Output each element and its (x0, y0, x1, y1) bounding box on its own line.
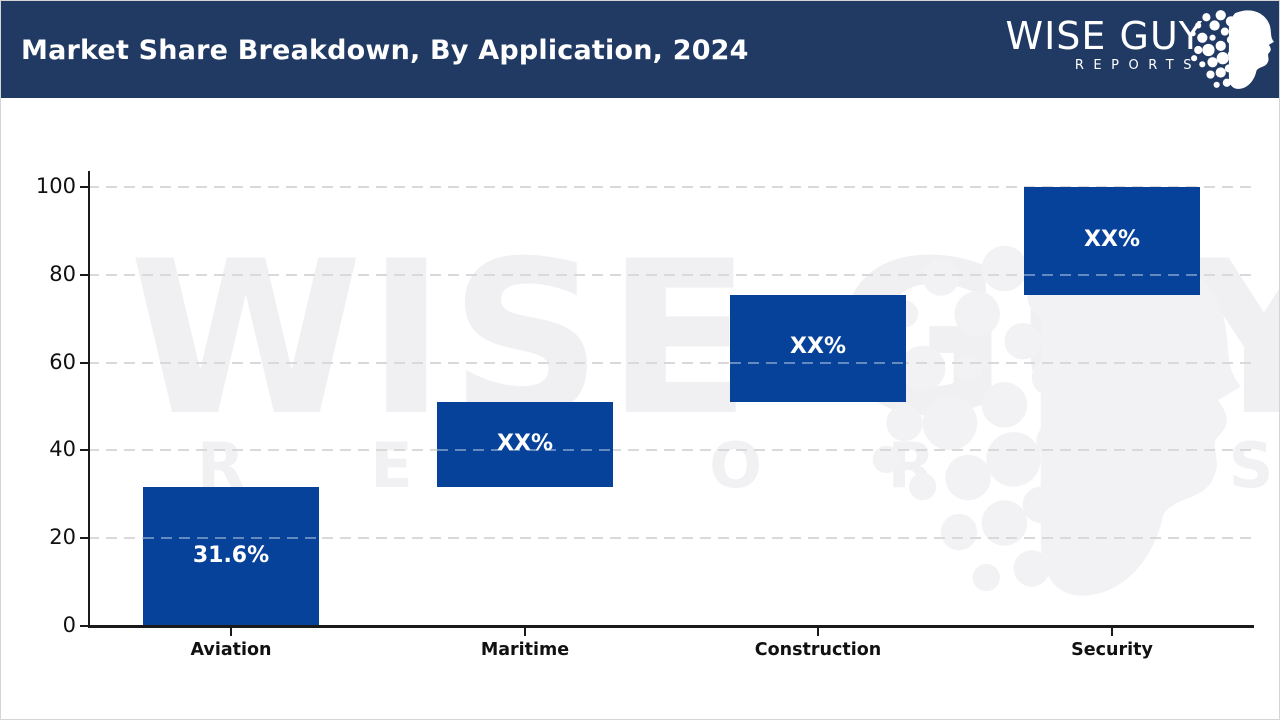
bar-value-label-aviation: 31.6% (192, 542, 270, 568)
x-tick-construction (817, 628, 819, 636)
y-tick-0 (80, 625, 88, 627)
y-tick-80 (80, 273, 88, 276)
brand-logo: WISE GUY REPORTS (1006, 15, 1203, 73)
y-axis-spine (88, 171, 90, 628)
y-gridline-20 (88, 537, 1254, 540)
brand-logo-wordmark: WISE GUY (1005, 14, 1203, 58)
bar-gridline-overlay (143, 537, 319, 540)
bar-value-label-maritime: XX% (497, 430, 553, 456)
header-band: Market Share Breakdown, By Application, … (1, 1, 1279, 98)
y-tick-40 (80, 449, 88, 452)
y-tick-label-20: 20 (49, 525, 76, 550)
bar-aviation: 31.6% (143, 487, 319, 626)
y-tick-20 (80, 537, 88, 540)
bar-gridline-overlay (437, 449, 613, 452)
bar-construction: XX% (730, 294, 906, 403)
bar-value-label-security: XX% (1084, 226, 1140, 252)
bar-gridline-overlay (1024, 273, 1200, 276)
x-tick-maritime (524, 628, 526, 636)
bar-maritime: XX% (437, 402, 613, 488)
y-tick-label-80: 80 (49, 261, 76, 286)
brand-logo-subtitle: REPORTS (1074, 58, 1201, 73)
x-category-label-maritime: Maritime (480, 640, 570, 660)
x-tick-aviation (230, 628, 232, 636)
y-gridline-100 (88, 186, 1254, 188)
x-category-label-construction: Construction (754, 640, 882, 660)
x-tick-security (1111, 628, 1113, 636)
bar-gridline-overlay (730, 361, 906, 364)
y-tick-label-0: 0 (62, 613, 76, 637)
y-tick-label-100: 100 (35, 174, 76, 198)
bar-value-label-construction: XX% (790, 334, 846, 360)
y-tick-label-40: 40 (49, 437, 76, 462)
x-category-label-security: Security (1071, 640, 1153, 660)
y-gridline-40 (88, 449, 1254, 452)
chart-title: Market Share Breakdown, By Application, … (21, 35, 749, 66)
brand-head-icon (1190, 10, 1274, 89)
y-gridline-60 (88, 361, 1254, 364)
y-gridline-80 (88, 273, 1254, 276)
y-tick-label-60: 60 (49, 349, 76, 374)
bar-security: XX% (1024, 187, 1200, 295)
y-tick-100 (80, 186, 88, 188)
x-category-label-aviation: Aviation (190, 640, 272, 660)
x-axis-spine (88, 625, 1254, 628)
y-tick-60 (80, 361, 88, 364)
